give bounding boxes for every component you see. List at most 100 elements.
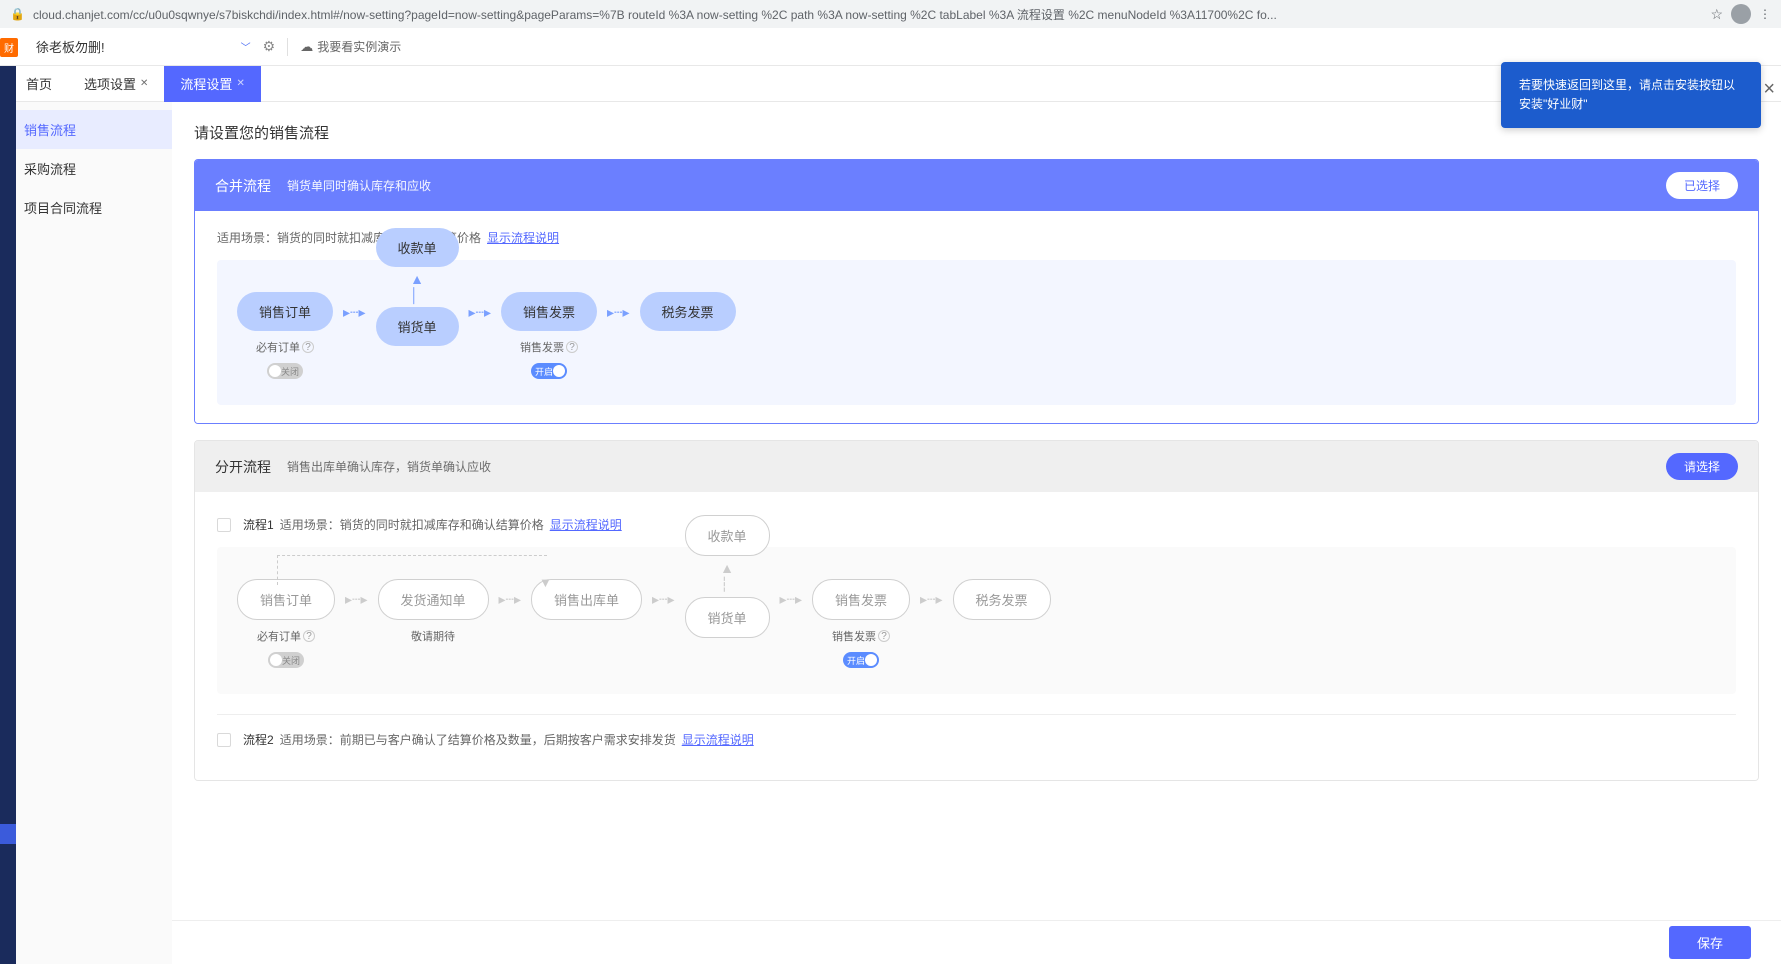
rail-indicator: [0, 824, 16, 844]
split-flow-title: 分开流程: [215, 457, 271, 477]
install-tooltip: 若要快速返回到这里，请点击安装按钮以安装"好业财": [1501, 62, 1761, 128]
tab-label: 选项设置: [84, 74, 136, 93]
tab-label: 首页: [26, 74, 52, 93]
flow1-section: 流程1 适用场景：销货的同时就扣减库存和确认结算价格 显示流程说明 ▼ 销售订单…: [217, 516, 1736, 694]
tab-close-icon[interactable]: ✕: [140, 78, 148, 89]
must-order-label: 必有订单: [257, 628, 301, 644]
help-icon[interactable]: ?: [566, 341, 578, 353]
chevron-down-icon: ﹀: [241, 39, 251, 54]
flow2-link[interactable]: 显示流程说明: [682, 731, 754, 748]
select-button[interactable]: 请选择: [1666, 453, 1738, 480]
menu-dots-icon[interactable]: ⋮: [1759, 7, 1771, 21]
tooltip-text: 若要快速返回到这里，请点击安装按钮以安装"好业财": [1519, 78, 1735, 111]
node-sales-order: 销售订单: [237, 292, 333, 331]
node-sales-invoice: 销售发票: [812, 579, 910, 620]
left-nav-rail: [0, 66, 16, 964]
show-flow-link[interactable]: 显示流程说明: [487, 229, 559, 246]
flow1-link[interactable]: 显示流程说明: [550, 516, 622, 533]
tab-flow-settings[interactable]: 流程设置 ✕: [164, 66, 260, 102]
help-icon[interactable]: ?: [303, 630, 315, 642]
arrow-down-icon: ▼: [539, 575, 552, 590]
split-flow-header: 分开流程 销售出库单确认库存，销货单确认应收 请选择: [195, 441, 1758, 492]
toggle-label: 关闭: [282, 654, 300, 667]
sidebar: 销售流程 采购流程 项目合同流程: [0, 102, 172, 964]
cloud-icon: ☁: [300, 39, 313, 55]
node-tax-invoice: 税务发票: [953, 579, 1051, 620]
sales-invoice-toggle[interactable]: 开启: [843, 652, 879, 668]
flow2-label: 流程2: [243, 731, 274, 748]
arrow-icon: ▸┄▸: [607, 292, 629, 332]
merge-flow-card: 合并流程 销货单同时确认库存和应收 已选择 适用场景：销货的同时就扣减库存和确认…: [194, 159, 1759, 424]
arrow-icon: ▸┄▸: [343, 292, 365, 332]
gear-icon[interactable]: ⚙: [263, 38, 276, 55]
node-sales-slip: 销货单: [685, 597, 770, 638]
split-flow-subtitle: 销售出库单确认库存，销货单确认应收: [287, 458, 491, 475]
node-payment: 收款单: [685, 515, 770, 556]
toggle-label: 开启: [535, 365, 553, 378]
arrow-icon: ▸┄▸: [920, 579, 942, 619]
account-name: 徐老板勿删!: [36, 37, 105, 56]
flow2-scenario: 适用场景：前期已与客户确认了结算价格及数量，后期按客户需求安排发货: [280, 731, 676, 748]
node-sales-slip: 销货单: [376, 307, 459, 346]
sidebar-item-sales[interactable]: 销售流程: [0, 110, 172, 149]
demo-link-text: 我要看实例演示: [317, 38, 401, 55]
sidebar-item-purchase[interactable]: 采购流程: [0, 149, 172, 188]
flow2-checkbox[interactable]: [217, 733, 231, 747]
sidebar-item-contract[interactable]: 项目合同流程: [0, 188, 172, 227]
tab-home[interactable]: 首页: [10, 66, 68, 102]
profile-avatar[interactable]: [1731, 4, 1751, 24]
arrow-icon: ▸┄▸: [780, 579, 802, 619]
sidebar-item-label: 销售流程: [24, 123, 76, 138]
demo-link[interactable]: ☁ 我要看实例演示: [300, 38, 401, 55]
url-text: cloud.chanjet.com/cc/u0u0sqwnye/s7biskch…: [33, 6, 1702, 23]
node-payment: 收款单: [376, 228, 459, 267]
arrow-icon: ▸┄▸: [345, 579, 367, 619]
flow1-checkbox[interactable]: [217, 518, 231, 532]
save-button[interactable]: 保存: [1669, 926, 1751, 959]
sales-invoice-label: 销售发票: [520, 339, 564, 355]
node-ship-notice: 发货通知单: [378, 579, 489, 620]
arrow-icon: ▸┄▸: [499, 579, 521, 619]
help-icon[interactable]: ?: [302, 341, 314, 353]
toggle-label: 开启: [847, 654, 865, 667]
flow1-diagram: ▼ 销售订单 必有订单? 关闭 ▸┄▸ 发货通知单 敬请期待 ▸┄▸: [217, 547, 1736, 694]
account-selector[interactable]: 徐老板勿删! ﹀: [36, 37, 251, 56]
toggle-label: 关闭: [281, 365, 299, 378]
flow2-section: 流程2 适用场景：前期已与客户确认了结算价格及数量，后期按客户需求安排发货 显示…: [217, 714, 1736, 748]
must-order-toggle[interactable]: 关闭: [267, 363, 303, 379]
arrow-up-icon: ▲│: [410, 271, 424, 303]
arrow-icon: ▸┄▸: [652, 579, 674, 619]
must-order-toggle[interactable]: 关闭: [268, 652, 304, 668]
must-order-label: 必有订单: [256, 339, 300, 355]
browser-url-bar: 🔒 cloud.chanjet.com/cc/u0u0sqwnye/s7bisk…: [0, 0, 1781, 28]
help-icon[interactable]: ?: [878, 630, 890, 642]
tab-options[interactable]: 选项设置 ✕: [68, 66, 164, 102]
node-sales-invoice: 销售发票: [501, 292, 597, 331]
tab-label: 流程设置: [180, 74, 232, 93]
sales-invoice-label: 销售发票: [832, 628, 876, 644]
footer-bar: 保存: [172, 920, 1781, 964]
brand-badge: 财: [0, 38, 18, 57]
app-top-bar: 财 徐老板勿删! ﹀ ⚙ ☁ 我要看实例演示 若要快速返回到这里，请点击安装按钮…: [0, 28, 1781, 66]
close-icon[interactable]: ×: [1763, 78, 1775, 101]
flow1-scenario: 适用场景：销货的同时就扣减库存和确认结算价格: [280, 516, 544, 533]
sidebar-item-label: 采购流程: [24, 162, 76, 177]
coming-soon-label: 敬请期待: [411, 628, 455, 644]
bookmark-star-icon[interactable]: ☆: [1710, 6, 1723, 23]
merge-flow-subtitle: 销货单同时确认库存和应收: [287, 177, 431, 194]
merge-flow-diagram: 销售订单 必有订单? 关闭 ▸┄▸ 收款单 ▲│ 销货单 ▸┄▸ 销售发票 销售…: [217, 260, 1736, 405]
split-flow-card: 分开流程 销售出库单确认库存，销货单确认应收 请选择 流程1 适用场景：销货的同…: [194, 440, 1759, 781]
divider: [287, 38, 288, 56]
node-tax-invoice: 税务发票: [640, 292, 736, 331]
dashed-connector: [277, 555, 547, 585]
node-sales-order: 销售订单: [237, 579, 335, 620]
arrow-up-icon: ▲┆: [720, 560, 734, 593]
lock-icon: 🔒: [10, 7, 25, 21]
selected-button[interactable]: 已选择: [1666, 172, 1738, 199]
tab-close-icon[interactable]: ✕: [236, 78, 244, 89]
content-area: 请设置您的销售流程 合并流程 销货单同时确认库存和应收 已选择 适用场景：销货的…: [172, 102, 1781, 964]
flow1-label: 流程1: [243, 516, 274, 533]
merge-flow-title: 合并流程: [215, 176, 271, 196]
sales-invoice-toggle[interactable]: 开启: [531, 363, 567, 379]
sidebar-item-label: 项目合同流程: [24, 201, 102, 216]
